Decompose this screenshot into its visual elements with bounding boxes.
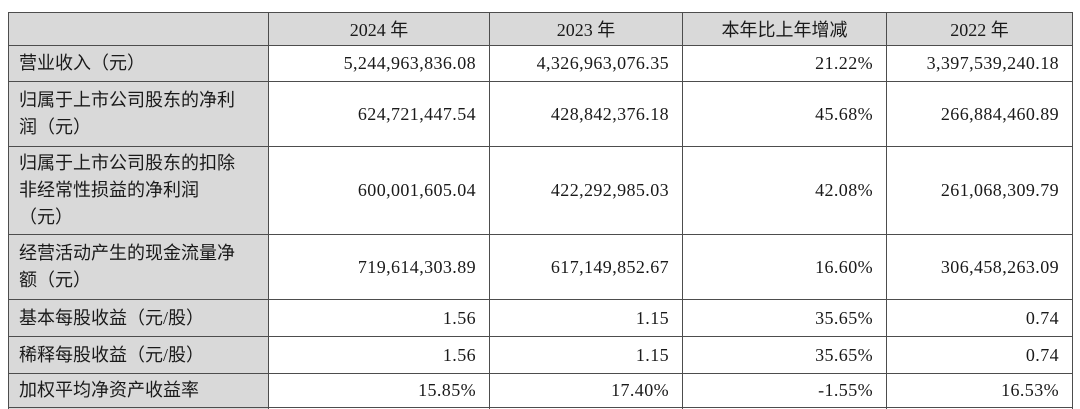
cell-2023-value: 1.15: [489, 299, 683, 337]
cell-2022-value: 306,458,263.09: [886, 234, 1073, 300]
table-row-diluted-eps: 稀释每股收益（元/股） 1.56 1.15 35.65% 0.74: [8, 336, 1073, 374]
table-row-operating-cash-flow: 经营活动产生的现金流量净额（元） 719,614,303.89 617,149,…: [8, 234, 1073, 300]
table-header-row: 2024 年 2023 年 本年比上年增减 2022 年: [8, 12, 1073, 46]
row-label: 基本每股收益（元/股）: [8, 299, 269, 337]
header-year-2024: 2024 年: [268, 12, 490, 46]
header-metric: [8, 12, 269, 46]
cell-2022-value: [886, 407, 1073, 409]
table-row-weighted-avg-roe: 加权平均净资产收益率 15.85% 17.40% -1.55% 16.53%: [8, 373, 1073, 408]
cell-2024-value: 15.85%: [268, 373, 490, 408]
cell-2024-value: 1.56: [268, 336, 490, 374]
cell-2022-value: 16.53%: [886, 373, 1073, 408]
header-year-2022: 2022 年: [886, 12, 1073, 46]
cell-change-value: -1.55%: [682, 373, 887, 408]
cell-change-value: 21.22%: [682, 45, 887, 82]
row-label: 归属于上市公司股东的净利润（元）: [8, 81, 269, 147]
cell-2023-value: 422,292,985.03: [489, 146, 683, 235]
cell-change-value: 42.08%: [682, 146, 887, 235]
cell-2022-value: 3,397,539,240.18: [886, 45, 1073, 82]
table-row-basic-eps: 基本每股收益（元/股） 1.56 1.15 35.65% 0.74: [8, 299, 1073, 337]
cell-2023-value: 4,326,963,076.35: [489, 45, 683, 82]
cell-2023-value: 428,842,376.18: [489, 81, 683, 147]
table-row-net-profit: 归属于上市公司股东的净利润（元） 624,721,447.54 428,842,…: [8, 81, 1073, 147]
cell-2024-value: 719,614,303.89: [268, 234, 490, 300]
cell-2023-value: 617,149,852.67: [489, 234, 683, 300]
financial-summary-table: 2024 年 2023 年 本年比上年增减 2022 年 营业收入（元） 5,2…: [8, 12, 1073, 409]
cell-2024-value: 5,244,963,836.08: [268, 45, 490, 82]
cell-2022-value: 261,068,309.79: [886, 146, 1073, 235]
cell-change-value: 35.65%: [682, 299, 887, 337]
header-change-yoy: 本年比上年增减: [682, 12, 887, 46]
table-row-net-profit-excl-nonrecurring: 归属于上市公司股东的扣除非经常性损益的净利润（元） 600,001,605.04…: [8, 146, 1073, 235]
cell-2022-value: 0.74: [886, 299, 1073, 337]
table-row-partial-clipped: [8, 407, 1073, 409]
row-label: 经营活动产生的现金流量净额（元）: [8, 234, 269, 300]
row-label: 稀释每股收益（元/股）: [8, 336, 269, 374]
cell-2022-value: 0.74: [886, 336, 1073, 374]
cell-2023-value: 1.15: [489, 336, 683, 374]
cell-change-value: 16.60%: [682, 234, 887, 300]
row-label: 归属于上市公司股东的扣除非经常性损益的净利润（元）: [8, 146, 269, 235]
cell-2022-value: 266,884,460.89: [886, 81, 1073, 147]
cell-change-value: 45.68%: [682, 81, 887, 147]
cell-2024-value: 600,001,605.04: [268, 146, 490, 235]
cell-2024-value: 1.56: [268, 299, 490, 337]
cell-change-value: 35.65%: [682, 336, 887, 374]
row-label: 加权平均净资产收益率: [8, 373, 269, 408]
cell-2023-value: 17.40%: [489, 373, 683, 408]
row-label: 营业收入（元）: [8, 45, 269, 82]
cell-2024-value: 624,721,447.54: [268, 81, 490, 147]
header-year-2023: 2023 年: [489, 12, 683, 46]
table-row-operating-revenue: 营业收入（元） 5,244,963,836.08 4,326,963,076.3…: [8, 45, 1073, 82]
